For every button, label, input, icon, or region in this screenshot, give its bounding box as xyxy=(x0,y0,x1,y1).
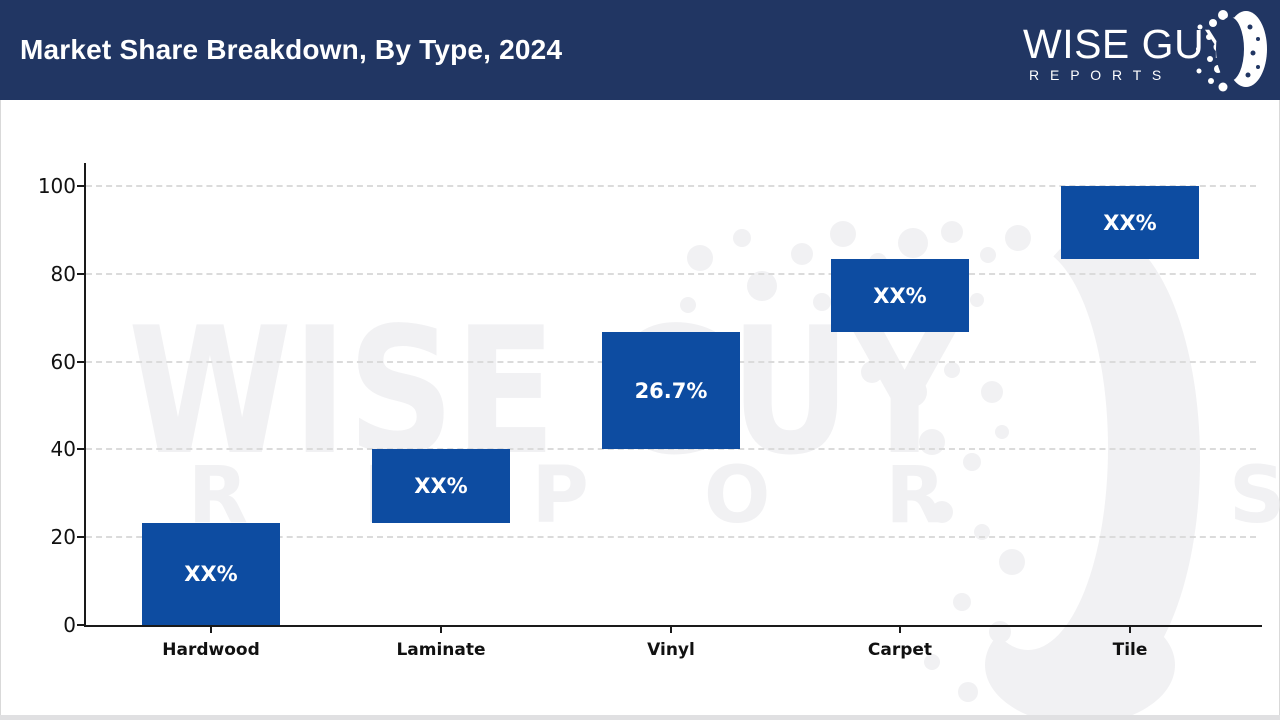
x-tick-mark-hardwood xyxy=(210,627,212,633)
watermark-wordmark: WISE GUY xyxy=(128,290,961,494)
y-tick-label-100: 100 xyxy=(37,174,76,198)
y-tick-label-0: 0 xyxy=(63,613,76,637)
gridline-80 xyxy=(86,272,1256,275)
bar-hardwood: XX% xyxy=(142,522,280,625)
logo-face-carve xyxy=(1216,17,1260,81)
bar-value-label: 26.7% xyxy=(634,378,708,403)
bar-carpet: XX% xyxy=(831,259,969,333)
x-tick-mark-laminate xyxy=(440,627,442,633)
y-tick-mark-100 xyxy=(77,185,85,187)
y-tick-label-80: 80 xyxy=(50,261,76,286)
footer-strip xyxy=(0,715,1280,720)
y-tick-mark-0 xyxy=(77,624,85,626)
y-tick-mark-80 xyxy=(77,272,85,275)
x-tick-mark-carpet xyxy=(899,627,901,633)
bar-value-label: XX% xyxy=(414,474,468,499)
x-tick-mark-vinyl xyxy=(670,627,672,633)
x-category-label-hardwood: Hardwood xyxy=(162,640,260,660)
y-tick-label-20: 20 xyxy=(50,525,76,550)
watermark: WISE GUY R E P O R T S xyxy=(128,221,1280,720)
watermark-dot-cloud xyxy=(680,221,1031,702)
gridline-40 xyxy=(86,448,1256,451)
bar-laminate: XX% xyxy=(372,449,510,523)
y-tick-label-40: 40 xyxy=(50,437,76,462)
x-category-label-carpet: Carpet xyxy=(867,640,933,660)
y-axis-spine xyxy=(84,163,86,627)
gridline-20 xyxy=(86,536,1256,539)
y-tick-label-60: 60 xyxy=(50,349,76,374)
logo-reports: R E P O R T S xyxy=(1029,67,1165,83)
x-axis-spine xyxy=(84,625,1262,627)
x-tick-mark-tile xyxy=(1129,627,1131,633)
y-tick-mark-40 xyxy=(77,448,85,451)
wise-guy-reports-logo: WISE GUY R E P O R T S xyxy=(1023,10,1267,92)
x-category-label-tile: Tile xyxy=(1112,640,1148,660)
bar-value-label: XX% xyxy=(184,561,238,586)
logo-wordmark: WISE GUY xyxy=(1023,21,1232,67)
x-category-label-laminate: Laminate xyxy=(396,640,486,660)
bar-value-label: XX% xyxy=(873,283,927,308)
y-tick-mark-60 xyxy=(77,360,85,363)
y-tick-mark-20 xyxy=(77,536,85,539)
bar-tile: XX% xyxy=(1061,186,1199,260)
bar-value-label: XX% xyxy=(1103,210,1157,235)
header-bar: Market Share Breakdown, By Type, 2024 WI… xyxy=(0,0,1280,100)
chart-title: Market Share Breakdown, By Type, 2024 xyxy=(20,34,563,65)
x-category-label-vinyl: Vinyl xyxy=(647,640,695,660)
gridline-100 xyxy=(86,185,1256,187)
bar-vinyl: 26.7% xyxy=(602,332,740,450)
